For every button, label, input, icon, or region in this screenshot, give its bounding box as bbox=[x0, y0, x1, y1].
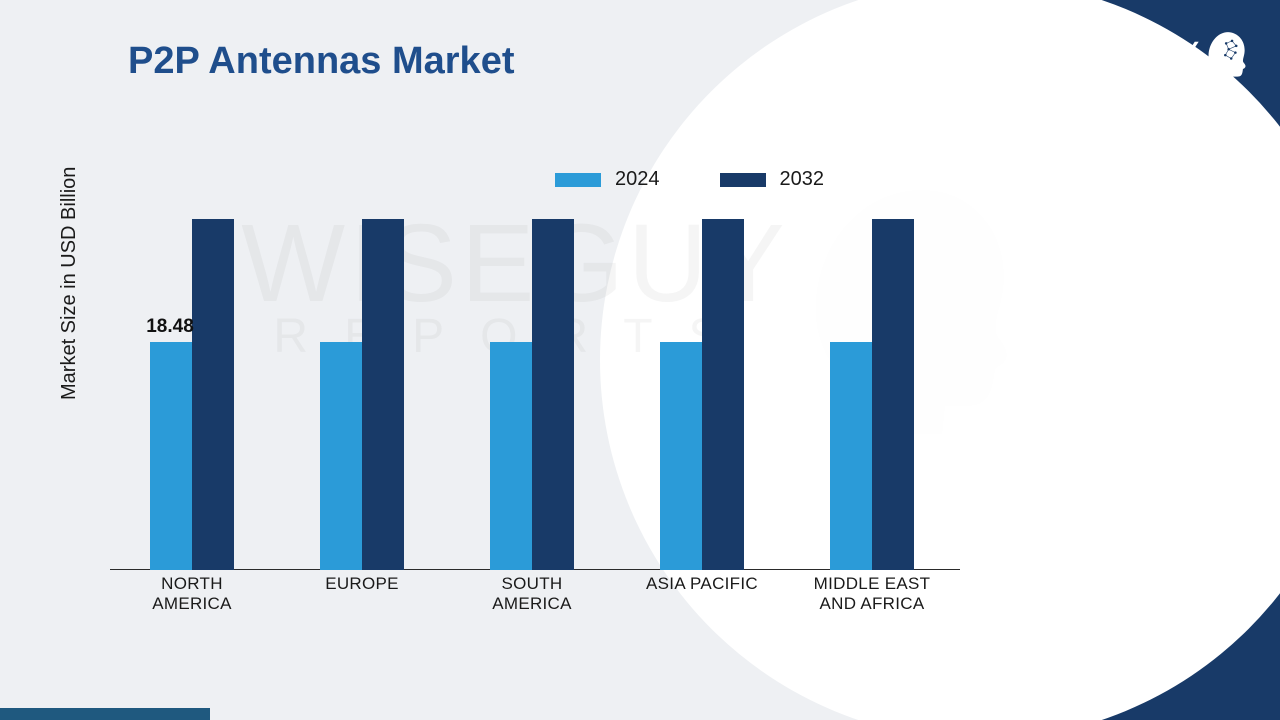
bar bbox=[362, 219, 404, 571]
bar bbox=[702, 219, 744, 571]
legend: 2024 2032 bbox=[555, 168, 824, 191]
legend-label: 2032 bbox=[780, 168, 825, 191]
legend-swatch bbox=[555, 173, 601, 187]
y-axis-label: Market Size in USD Billion bbox=[58, 167, 81, 400]
category-label: SOUTH AMERICA bbox=[472, 574, 592, 613]
bar bbox=[872, 219, 914, 571]
accent-bar bbox=[0, 708, 210, 720]
bar bbox=[532, 219, 574, 571]
bar bbox=[490, 342, 532, 570]
legend-item: 2032 bbox=[720, 168, 825, 191]
bar bbox=[660, 342, 702, 570]
bar bbox=[150, 342, 192, 570]
legend-swatch bbox=[720, 173, 766, 187]
legend-label: 2024 bbox=[615, 168, 660, 191]
bar bbox=[830, 342, 872, 570]
chart-canvas: WISEGUY REPORTS P2P Antennas Market 2024… bbox=[0, 0, 1280, 720]
logo-main-row: WISE GUY bbox=[1006, 30, 1248, 82]
category-label: NORTH AMERICA bbox=[132, 574, 252, 613]
bar bbox=[320, 342, 362, 570]
category-label: MIDDLE EAST AND AFRICA bbox=[812, 574, 932, 613]
category-label: EUROPE bbox=[302, 574, 422, 594]
logo-head-icon bbox=[1206, 30, 1248, 82]
value-label: 18.48 bbox=[140, 316, 200, 338]
chart-title: P2P Antennas Market bbox=[128, 40, 514, 83]
legend-item: 2024 bbox=[555, 168, 660, 191]
category-label: ASIA PACIFIC bbox=[642, 574, 762, 594]
brand-logo: WISE GUY REPORTS bbox=[1006, 30, 1248, 95]
bar bbox=[192, 219, 234, 571]
chart-plot-area: 18.48 bbox=[110, 200, 960, 570]
logo-main-text: WISE GUY bbox=[1006, 35, 1200, 78]
